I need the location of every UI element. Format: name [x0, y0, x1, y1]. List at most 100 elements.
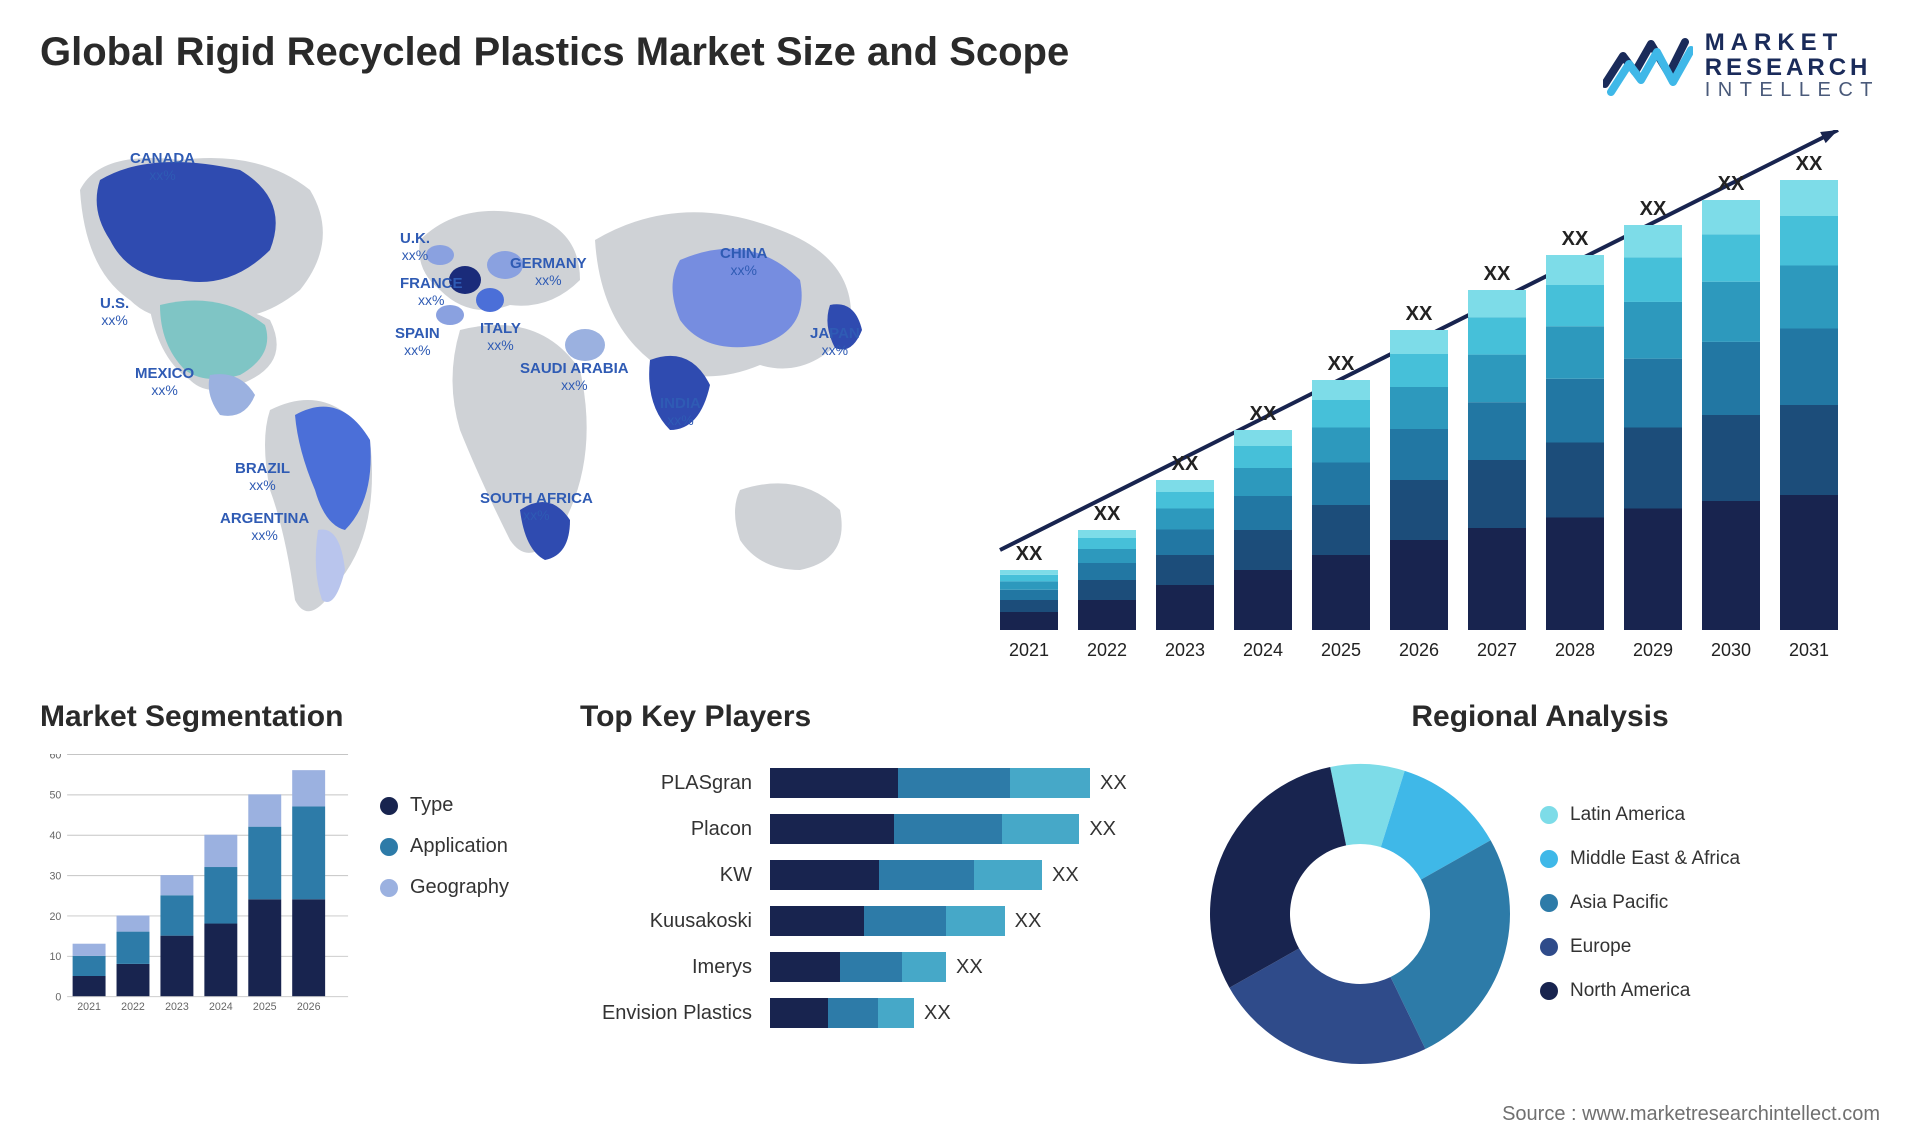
- map-label: BRAZILxx%: [235, 460, 290, 493]
- svg-text:2021: 2021: [77, 1001, 101, 1013]
- svg-text:2022: 2022: [121, 1001, 145, 1013]
- player-value: XX: [1052, 864, 1079, 887]
- map-label: U.S.xx%: [100, 295, 129, 328]
- legend-swatch: [1540, 938, 1558, 956]
- svg-text:20: 20: [49, 911, 61, 923]
- legend-label: Application: [410, 835, 508, 858]
- player-value: XX: [956, 956, 983, 979]
- world-map-panel: CANADAxx% U.S.xx% MEXICOxx% BRAZILxx% ARGENT…: [40, 130, 920, 670]
- svg-text:0: 0: [55, 992, 61, 1004]
- source-text: Source : www.marketresearchintellect.com: [1502, 1103, 1880, 1126]
- player-value: XX: [924, 1002, 951, 1025]
- svg-text:30: 30: [49, 870, 61, 882]
- legend-item: Europe: [1540, 936, 1880, 958]
- player-name: Placon: [580, 818, 760, 841]
- regional-legend: Latin America Middle East & Africa Asia Pa…: [1540, 804, 1880, 1024]
- growth-chart-svg: XX2021XX2022XX2023XX2024XX2025XX2026XX20…: [980, 130, 1880, 670]
- legend-swatch: [380, 838, 398, 856]
- legend-label: Asia Pacific: [1570, 892, 1668, 914]
- legend-item: Type: [380, 794, 540, 817]
- player-row: KuusakoskiXX: [580, 902, 1160, 940]
- players-title: Top Key Players: [580, 700, 1160, 734]
- map-label: SPAINxx%: [395, 325, 440, 358]
- world-map-svg: [40, 130, 920, 670]
- legend-swatch: [1540, 850, 1558, 868]
- svg-text:2028: 2028: [1555, 640, 1595, 660]
- player-bar: [770, 768, 1090, 798]
- svg-text:40: 40: [49, 830, 61, 842]
- map-label: GERMANYxx%: [510, 255, 587, 288]
- map-label: CANADAxx%: [130, 150, 195, 183]
- player-value: XX: [1089, 818, 1116, 841]
- players-panel: Top Key Players PLASgranXX Placon XX KW XX Ku…: [580, 700, 1160, 1070]
- logo-mountain-icon: [1603, 34, 1693, 98]
- svg-text:XX: XX: [1640, 198, 1667, 220]
- legend-swatch: [1540, 806, 1558, 824]
- svg-text:2029: 2029: [1633, 640, 1673, 660]
- map-label: FRANCExx%: [400, 275, 463, 308]
- svg-text:2023: 2023: [1165, 640, 1205, 660]
- players-list: PLASgranXXPlaconXXKWXXKuusakoskiXXImerys…: [580, 754, 1160, 1032]
- legend-swatch: [380, 797, 398, 815]
- legend-label: Geography: [410, 876, 509, 899]
- player-row: Envision Plastics XX: [580, 994, 1160, 1032]
- svg-text:2031: 2031: [1789, 640, 1829, 660]
- svg-text:2025: 2025: [253, 1001, 277, 1013]
- legend-item: Asia Pacific: [1540, 892, 1880, 914]
- player-name: KW: [580, 864, 760, 887]
- legend-label: Type: [410, 794, 453, 817]
- player-bar: [770, 998, 914, 1028]
- brand-logo: MARKET RESEARCH INTELLECT: [1603, 30, 1880, 101]
- svg-text:2030: 2030: [1711, 640, 1751, 660]
- legend-swatch: [1540, 894, 1558, 912]
- svg-text:2023: 2023: [165, 1001, 189, 1013]
- player-bar: [770, 814, 1079, 844]
- segmentation-panel: Market Segmentation 01020304050602021202…: [40, 700, 540, 1070]
- page-title: Global Rigid Recycled Plastics Market Si…: [40, 30, 1069, 75]
- map-label: SOUTH AFRICAxx%: [480, 490, 593, 523]
- map-label: MEXICOxx%: [135, 365, 194, 398]
- logo-text: MARKET RESEARCH INTELLECT: [1705, 30, 1880, 101]
- map-label: ARGENTINAxx%: [220, 510, 309, 543]
- svg-text:60: 60: [49, 754, 61, 761]
- legend-swatch: [1540, 982, 1558, 1000]
- svg-text:XX: XX: [1328, 353, 1355, 375]
- segmentation-legend: Type Application Geography: [380, 754, 540, 1035]
- map-label: ITALYxx%: [480, 320, 521, 353]
- player-name: Envision Plastics: [580, 1002, 760, 1025]
- map-label: U.K.xx%: [400, 230, 430, 263]
- svg-text:2024: 2024: [1243, 640, 1283, 660]
- segmentation-chart-svg: 0102030405060202120222023202420252026: [40, 754, 350, 1035]
- svg-text:2026: 2026: [297, 1001, 321, 1013]
- map-label: JAPANxx%: [810, 325, 860, 358]
- player-bar: [770, 860, 1042, 890]
- legend-label: North America: [1570, 980, 1690, 1002]
- player-value: XX: [1100, 772, 1127, 795]
- regional-donut-svg: [1200, 754, 1520, 1074]
- map-label: SAUDI ARABIAxx%: [520, 360, 629, 393]
- player-row: PLASgranXX: [580, 764, 1160, 802]
- legend-item: North America: [1540, 980, 1880, 1002]
- legend-label: Latin America: [1570, 804, 1685, 826]
- legend-item: Latin America: [1540, 804, 1880, 826]
- svg-text:10: 10: [49, 951, 61, 963]
- svg-text:2025: 2025: [1321, 640, 1361, 660]
- legend-item: Application: [380, 835, 540, 858]
- svg-text:2027: 2027: [1477, 640, 1517, 660]
- player-row: Placon XX: [580, 810, 1160, 848]
- legend-item: Middle East & Africa: [1540, 848, 1880, 870]
- player-row: KW XX: [580, 856, 1160, 894]
- regional-panel: Regional Analysis Latin AmericaMiddle Ea…: [1200, 700, 1880, 1070]
- svg-text:XX: XX: [1796, 153, 1823, 175]
- map-label: CHINAxx%: [720, 245, 768, 278]
- svg-text:XX: XX: [1016, 543, 1043, 565]
- svg-text:XX: XX: [1718, 173, 1745, 195]
- player-name: Kuusakoski: [580, 910, 760, 933]
- map-label: INDIAxx%: [660, 395, 701, 428]
- header: Global Rigid Recycled Plastics Market Si…: [40, 30, 1880, 101]
- svg-text:XX: XX: [1484, 263, 1511, 285]
- growth-chart-panel: XX2021XX2022XX2023XX2024XX2025XX2026XX20…: [980, 130, 1880, 670]
- svg-text:XX: XX: [1094, 503, 1121, 525]
- segmentation-title: Market Segmentation: [40, 700, 540, 734]
- bottom-row: Market Segmentation 01020304050602021202…: [40, 700, 1880, 1070]
